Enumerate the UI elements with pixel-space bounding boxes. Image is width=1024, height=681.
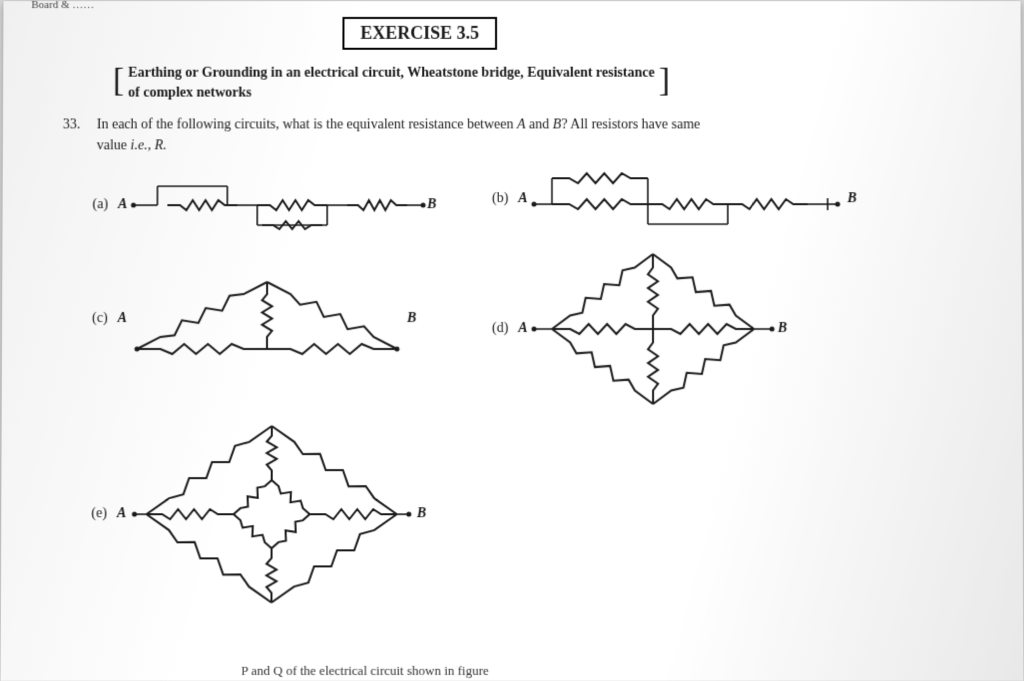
circuits-area: (a) A B (b) A B (c) A B (d) A B (e) A B	[31, 164, 993, 604]
circuit-b: (b) A B	[492, 164, 857, 234]
terminal-a: A	[118, 311, 127, 327]
circuit-c-svg	[127, 274, 407, 364]
exercise-title: EXERCISE 3.5	[342, 17, 497, 50]
circuit-d: (d) A B	[492, 244, 787, 414]
topic-line-2: of complex networks	[128, 85, 251, 100]
circuit-e: (e) A B	[91, 414, 426, 615]
question-body: In each of the following circuits, what …	[97, 115, 701, 157]
topic-line-1: Earthing or Grounding in an electrical c…	[128, 66, 654, 81]
circuit-d-svg	[528, 244, 778, 414]
terminal-a: A	[117, 506, 126, 522]
topic-text: Earthing or Grounding in an electrical c…	[124, 64, 659, 103]
option-label-a: (a)	[92, 197, 108, 213]
question-number: 33.	[63, 115, 97, 157]
terminal-a: A	[518, 321, 527, 337]
option-label-d: (d)	[492, 321, 508, 337]
circuit-c: (c) A B	[92, 274, 416, 364]
circuit-a-svg	[127, 170, 427, 240]
option-label-e: (e)	[91, 506, 107, 522]
terminal-a: A	[118, 197, 127, 213]
bracket-left-icon: [	[113, 64, 124, 98]
topic-bracket: [ Earthing or Grounding in an electrical…	[113, 64, 991, 103]
terminal-b: B	[847, 191, 856, 207]
circuit-e-svg	[126, 414, 417, 615]
option-label-b: (b)	[492, 191, 508, 207]
terminal-b: B	[417, 506, 426, 522]
circuit-a: (a) A B	[92, 170, 436, 240]
header-cutoff-text: Board & ……	[31, 0, 94, 11]
terminal-a: A	[518, 191, 527, 207]
option-label-c: (c)	[92, 311, 108, 327]
bottom-cutoff-text: P and Q of the electrical circuit shown …	[241, 663, 489, 679]
question-33: 33. In each of the following circuits, w…	[63, 115, 992, 157]
terminal-b: B	[778, 321, 787, 337]
terminal-b: B	[427, 197, 436, 213]
bracket-right-icon: ]	[659, 64, 670, 98]
terminal-b: B	[407, 311, 416, 327]
circuit-b-svg	[528, 164, 848, 234]
